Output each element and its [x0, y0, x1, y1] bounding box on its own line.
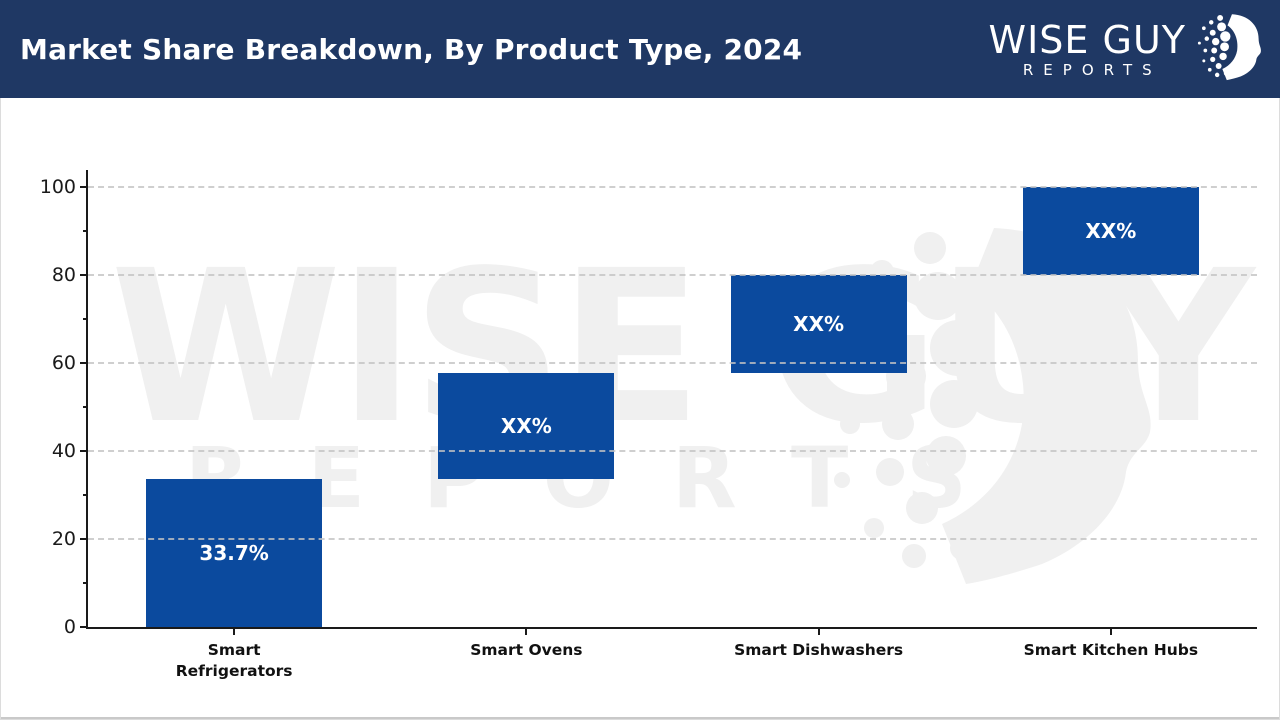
- bar: [438, 373, 615, 479]
- x-tick: [1109, 629, 1112, 635]
- x-tick: [817, 629, 820, 635]
- bar-value-label: 33.7%: [199, 540, 269, 565]
- y-axis-line: [86, 170, 88, 629]
- y-tick: [80, 186, 88, 188]
- x-tick: [233, 629, 236, 635]
- grid-line: [88, 450, 1257, 452]
- y-tick: [80, 626, 88, 628]
- y-tick-label: 20: [51, 528, 76, 550]
- x-tick: [525, 629, 528, 635]
- y-minor-tick: [83, 406, 88, 408]
- chart-canvas: WISE GUY REPORTS 02040608010033.7%SmartR…: [0, 98, 1280, 720]
- x-category-label-line: Smart Kitchen Hubs: [1023, 641, 1199, 659]
- y-tick-label: 80: [51, 264, 76, 286]
- x-category-label: Smart Dishwashers: [709, 640, 929, 661]
- bar-value-label: XX%: [500, 413, 552, 438]
- grid-line: [88, 362, 1257, 364]
- x-category-label-line: Refrigerators: [175, 661, 293, 680]
- y-minor-tick: [83, 582, 88, 584]
- logo-text: WISE GUY REPORTS: [989, 21, 1186, 78]
- x-category-label: Smart Kitchen Hubs: [1001, 640, 1221, 661]
- wiseguy-head-icon: [1192, 9, 1266, 89]
- page-title: Market Share Breakdown, By Product Type,…: [20, 32, 803, 66]
- y-tick: [80, 450, 88, 452]
- header: Market Share Breakdown, By Product Type,…: [0, 0, 1280, 98]
- y-tick: [80, 538, 88, 540]
- x-axis-line: [86, 627, 1257, 629]
- y-minor-tick: [83, 230, 88, 232]
- y-tick-label: 40: [51, 440, 76, 462]
- y-tick: [80, 274, 88, 276]
- x-category-label-line: Smart: [207, 641, 261, 659]
- y-tick-label: 60: [51, 352, 76, 374]
- y-tick-label: 0: [63, 616, 76, 638]
- y-minor-tick: [83, 494, 88, 496]
- y-tick: [80, 362, 88, 364]
- grid-line: [88, 274, 1257, 276]
- x-category-label: Smart Refrigerators: [124, 640, 344, 682]
- bar-value-label: XX%: [793, 312, 845, 337]
- grid-line: [88, 186, 1257, 188]
- y-minor-tick: [83, 318, 88, 320]
- y-tick-label: 100: [39, 176, 76, 198]
- bar: [730, 275, 907, 374]
- x-category-label-line: Smart Ovens: [470, 641, 583, 659]
- bar: [146, 478, 323, 627]
- x-category-label-line: Smart Dishwashers: [734, 641, 904, 659]
- logo-wordmark: WISE GUY: [988, 17, 1186, 62]
- grid-line: [88, 538, 1257, 540]
- logo-subtext: REPORTS: [1022, 60, 1162, 79]
- bar-value-label: XX%: [1085, 219, 1137, 243]
- bar: [1022, 187, 1199, 275]
- wise-guy-logo: WISE GUY REPORTS: [989, 9, 1266, 89]
- x-category-label: Smart Ovens: [416, 640, 636, 661]
